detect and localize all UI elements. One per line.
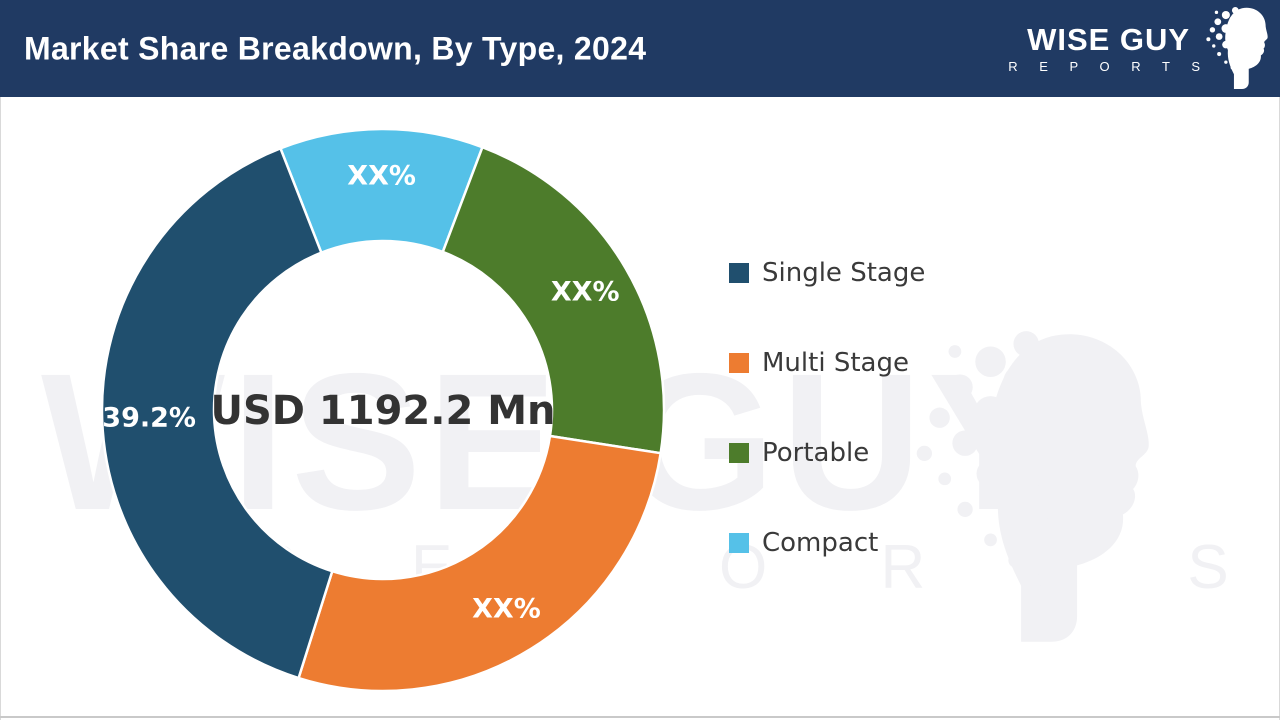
segment-value-label-multi-stage: XX% — [472, 593, 541, 624]
legend-swatch-compact — [729, 533, 749, 553]
donut-segment-portable — [441, 145, 666, 455]
legend-swatch-single-stage — [729, 263, 749, 283]
legend: Single Stage Multi Stage Portable Compact — [729, 257, 925, 617]
legend-label-multi-stage: Multi Stage — [762, 348, 909, 378]
donut-center-value: USD 1192.2 Mn — [211, 388, 556, 434]
legend-item-single-stage: Single Stage — [729, 257, 925, 289]
segment-value-label-portable: XX% — [551, 277, 620, 308]
header: Market Share Breakdown, By Type, 2024 WI… — [0, 0, 1280, 97]
bottom-border-line — [0, 716, 1280, 718]
brand-head-icon — [1203, 4, 1277, 92]
legend-item-multi-stage: Multi Stage — [729, 347, 925, 379]
brand-logo: WISE GUY R E P O R T S — [1008, 4, 1277, 92]
segment-value-label-compact: XX% — [347, 161, 416, 192]
donut-segment-multi-stage — [297, 434, 662, 693]
legend-swatch-multi-stage — [729, 353, 749, 373]
legend-label-single-stage: Single Stage — [762, 258, 926, 288]
page-title: Market Share Breakdown, By Type, 2024 — [24, 30, 647, 66]
legend-swatch-portable — [729, 443, 749, 463]
brand-tagline: R E P O R T S — [1008, 59, 1209, 74]
brand-name: WISE GUY — [1027, 22, 1191, 57]
legend-label-portable: Portable — [762, 438, 870, 468]
legend-label-compact: Compact — [762, 528, 879, 558]
brand-logo-text: WISE GUY R E P O R T S — [1008, 22, 1209, 74]
donut-segment-single-stage — [100, 147, 334, 680]
segment-value-label-single-stage: 39.2% — [102, 403, 196, 434]
legend-item-compact: Compact — [729, 527, 925, 559]
legend-item-portable: Portable — [729, 437, 925, 469]
